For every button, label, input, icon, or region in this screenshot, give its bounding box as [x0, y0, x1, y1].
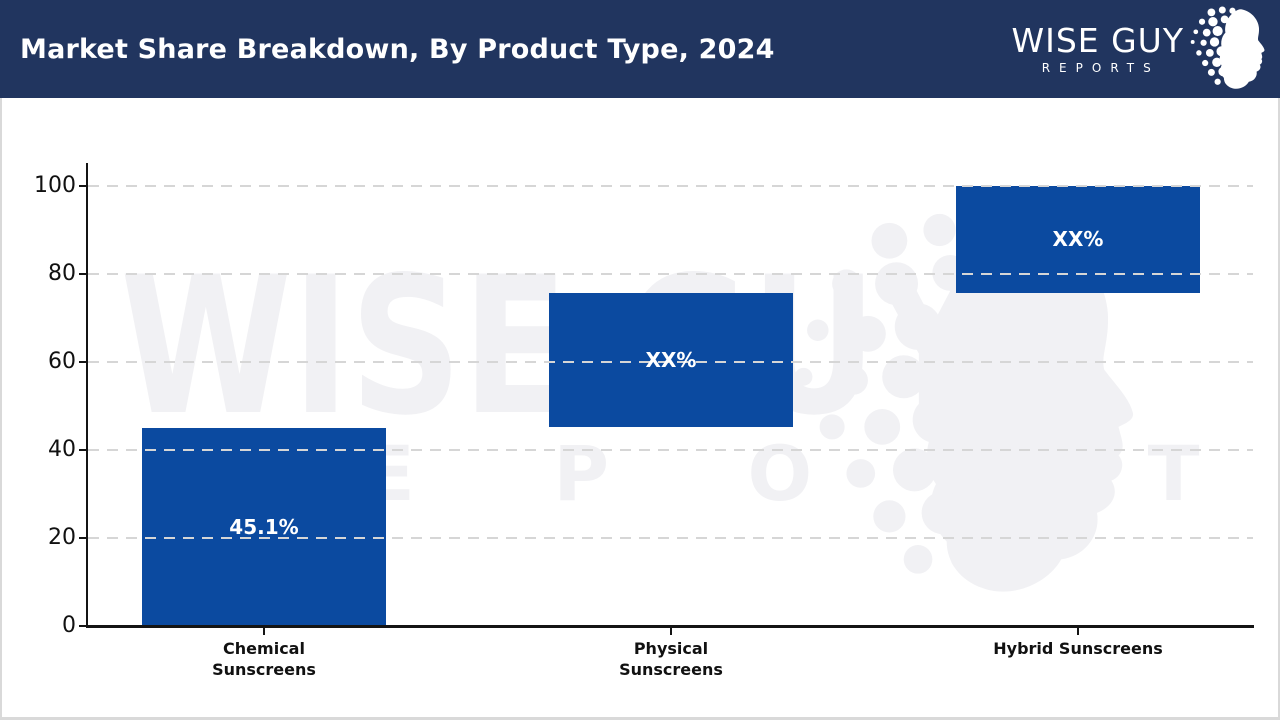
y-tick-60: [79, 361, 87, 363]
gridline-60: [88, 361, 1253, 363]
y-tick-80: [79, 273, 87, 275]
category-label-line: Hybrid Sunscreens: [993, 639, 1163, 658]
y-tick-label: 0: [62, 613, 76, 638]
y-tick-100: [79, 185, 87, 187]
gridline-20: [88, 537, 1253, 539]
category-label-chemical: Chemical Sunscreens: [134, 638, 394, 680]
y-tick-label: 100: [34, 173, 76, 198]
y-tick-label: 60: [48, 349, 76, 374]
x-tick-chemical: [263, 628, 265, 635]
category-label-line: Physical: [633, 639, 709, 658]
category-label-line: Chemical: [223, 639, 305, 658]
chart-title: Market Share Breakdown, By Product Type,…: [20, 33, 775, 65]
gridline-80: [88, 273, 1253, 275]
bar-value-label-chemical: 45.1%: [229, 515, 299, 539]
gridline-40: [88, 449, 1253, 451]
y-axis-line: [86, 163, 88, 627]
bar-physical-sunscreens: [549, 293, 793, 427]
bar-value-label-hybrid: XX%: [1052, 227, 1104, 251]
y-tick-label: 40: [48, 437, 76, 462]
y-tick-label: 20: [48, 525, 76, 550]
frame-border-bottom: [0, 717, 1280, 720]
wiseguy-reports-logo: WISE GUY REPORTS: [1011, 6, 1266, 92]
x-tick-hybrid: [1077, 628, 1079, 635]
frame-border-left: [0, 98, 2, 720]
category-label-hybrid: Hybrid Sunscreens: [948, 638, 1208, 659]
x-axis-line: [86, 625, 1254, 628]
y-tick-40: [79, 449, 87, 451]
y-tick-label: 80: [48, 261, 76, 286]
category-label-line: Sunscreens: [619, 660, 723, 679]
x-tick-physical: [670, 628, 672, 635]
y-tick-20: [79, 537, 87, 539]
category-label-line: Sunscreens: [212, 660, 316, 679]
bar-value-label-physical: XX%: [645, 348, 697, 372]
frame-border-right: [1278, 98, 1280, 720]
logo-wordmark: WISE GUY REPORTS: [1011, 24, 1184, 74]
bar-chemical-sunscreens: [142, 428, 386, 626]
logo-subtext: REPORTS: [1041, 61, 1160, 75]
logo-brand-text: WISE GUY: [1011, 21, 1184, 60]
bar-hybrid-sunscreens: [956, 186, 1200, 293]
y-tick-0: [79, 625, 87, 627]
header-bar: Market Share Breakdown, By Product Type,…: [0, 0, 1280, 98]
category-label-physical: Physical Sunscreens: [541, 638, 801, 680]
wiseguy-dotted-face-icon: [1190, 6, 1265, 89]
gridline-100: [88, 185, 1253, 187]
